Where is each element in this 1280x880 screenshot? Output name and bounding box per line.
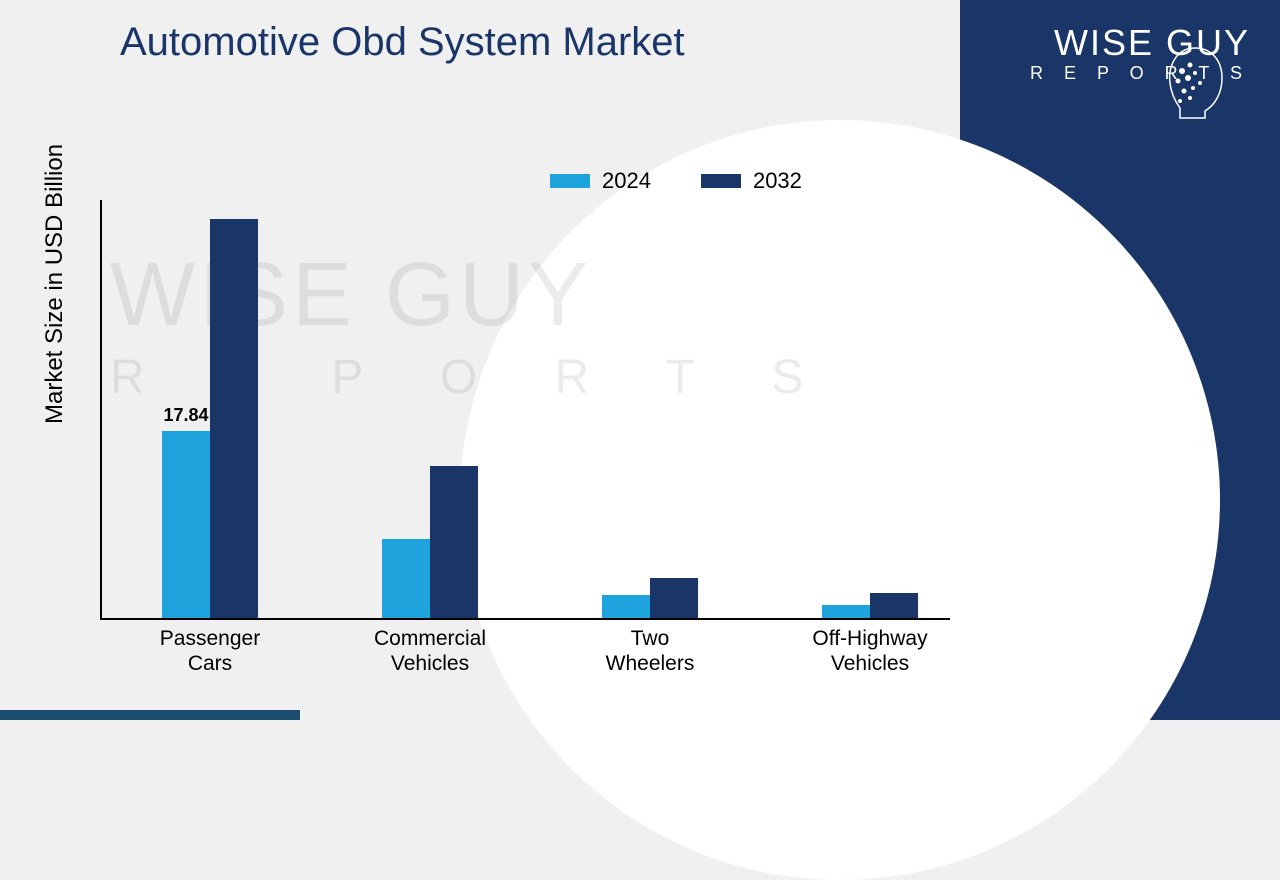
bar-2024: 17.84 xyxy=(162,431,210,618)
bar-group: 17.84PassengerCars xyxy=(162,219,258,618)
bar-2024 xyxy=(382,539,430,618)
bar-group: Off-HighwayVehicles xyxy=(822,593,918,618)
legend-label-2032: 2032 xyxy=(753,168,802,194)
legend-swatch-2032 xyxy=(701,174,741,188)
brand-logo: WISE GUY R E P O R T S xyxy=(980,25,1250,84)
legend: 2024 2032 xyxy=(550,168,802,194)
x-axis-label: CommercialVehicles xyxy=(374,626,486,676)
bar-group: TwoWheelers xyxy=(602,578,698,618)
bottom-accent-bar xyxy=(0,710,300,720)
x-axis-label: PassengerCars xyxy=(160,626,260,676)
bar-group: CommercialVehicles xyxy=(382,466,478,618)
legend-item-2024: 2024 xyxy=(550,168,651,194)
bar-2032 xyxy=(870,593,918,618)
y-axis-label: Market Size in USD Billion xyxy=(41,144,69,424)
chart-title: Automotive Obd System Market xyxy=(120,20,685,65)
x-axis-label: TwoWheelers xyxy=(606,626,695,676)
legend-swatch-2024 xyxy=(550,174,590,188)
bar-2032 xyxy=(650,578,698,618)
head-icon xyxy=(1160,43,1230,123)
chart-plot-area: 17.84PassengerCars CommercialVehicles TwoW… xyxy=(100,200,950,620)
bar-2032 xyxy=(430,466,478,618)
bar-value-label: 17.84 xyxy=(163,405,208,426)
legend-item-2032: 2032 xyxy=(701,168,802,194)
bar-2024 xyxy=(822,605,870,618)
bar-2024 xyxy=(602,595,650,618)
x-axis-label: Off-HighwayVehicles xyxy=(812,626,927,676)
legend-label-2024: 2024 xyxy=(602,168,651,194)
bar-2032 xyxy=(210,219,258,618)
